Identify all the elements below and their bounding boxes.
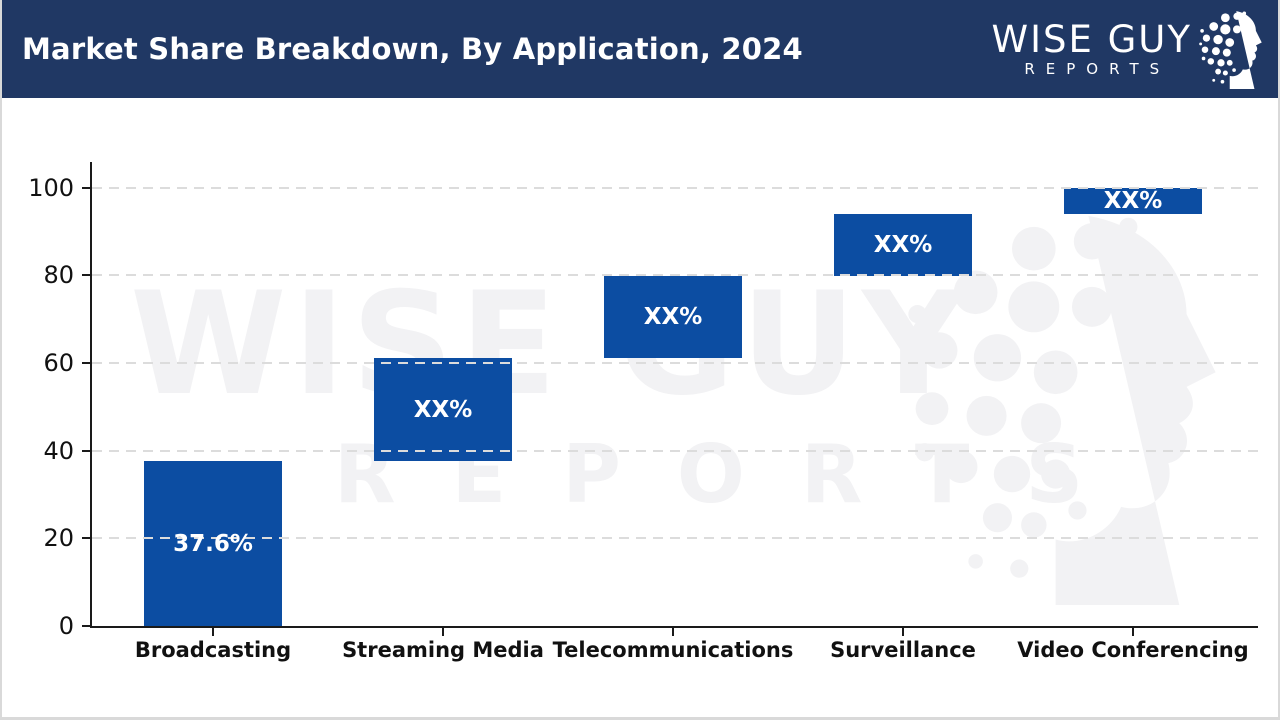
bar-value-label: XX% (1103, 187, 1163, 214)
y-axis-line (90, 162, 92, 628)
x-axis-tick (1132, 628, 1134, 636)
y-axis-tick (82, 449, 90, 452)
x-axis-label: Broadcasting (134, 638, 292, 662)
bar-value-label: XX% (873, 231, 933, 258)
bar-segment (834, 213, 972, 276)
page-title: Market Share Breakdown, By Application, … (22, 32, 803, 66)
wiseguy-logo: WISE GUY REPORTS (992, 9, 1262, 89)
y-axis-tick-label: 100 (28, 173, 74, 202)
y-axis-tick-label: 60 (43, 348, 74, 377)
gridline (92, 274, 1258, 277)
bar-value-label: XX% (413, 396, 473, 423)
bar-segment (374, 358, 512, 462)
x-axis-label: Surveillance (830, 638, 976, 662)
x-axis-label: Telecommunications (552, 638, 794, 662)
x-axis-line (90, 626, 1258, 628)
watermark-brand-name: WISE GUY (130, 262, 971, 427)
gridline (92, 186, 1258, 189)
y-axis-tick-label: 80 (43, 261, 74, 290)
x-axis-tick (212, 628, 214, 636)
wiseguy-head-icon (1199, 11, 1262, 89)
logo-brand-subtitle: REPORTS (1024, 60, 1171, 78)
x-axis-label: Streaming Media (342, 638, 544, 662)
bar-value-label: 37.6% (173, 530, 253, 557)
gridline (92, 361, 1258, 364)
x-axis-tick (902, 628, 904, 636)
header-bar: Market Share Breakdown, By Application, … (2, 0, 1278, 98)
bar-segment (144, 461, 282, 626)
y-axis-tick-label: 20 (43, 524, 74, 553)
watermark-head-icon (902, 215, 1216, 605)
bar-segment (1064, 187, 1202, 214)
y-axis-tick-label: 40 (43, 436, 74, 465)
x-axis-label: Video Conferencing (1017, 638, 1249, 662)
bar-value-label: XX% (643, 303, 703, 330)
x-axis-tick (442, 628, 444, 636)
y-axis-tick (82, 274, 90, 277)
bar-segment (604, 275, 742, 359)
y-axis-tick (82, 537, 90, 540)
logo-brand-name: WISE GUY (991, 18, 1192, 61)
y-axis-tick (82, 186, 90, 189)
wiseguy-logo-text: WISE GUY REPORTS (992, 21, 1192, 77)
y-axis-tick-label: 0 (58, 612, 74, 640)
gridline (92, 449, 1258, 452)
gridline (92, 537, 1258, 540)
y-axis-tick (82, 361, 90, 364)
x-axis-tick (672, 628, 674, 636)
y-axis-tick (82, 625, 90, 627)
